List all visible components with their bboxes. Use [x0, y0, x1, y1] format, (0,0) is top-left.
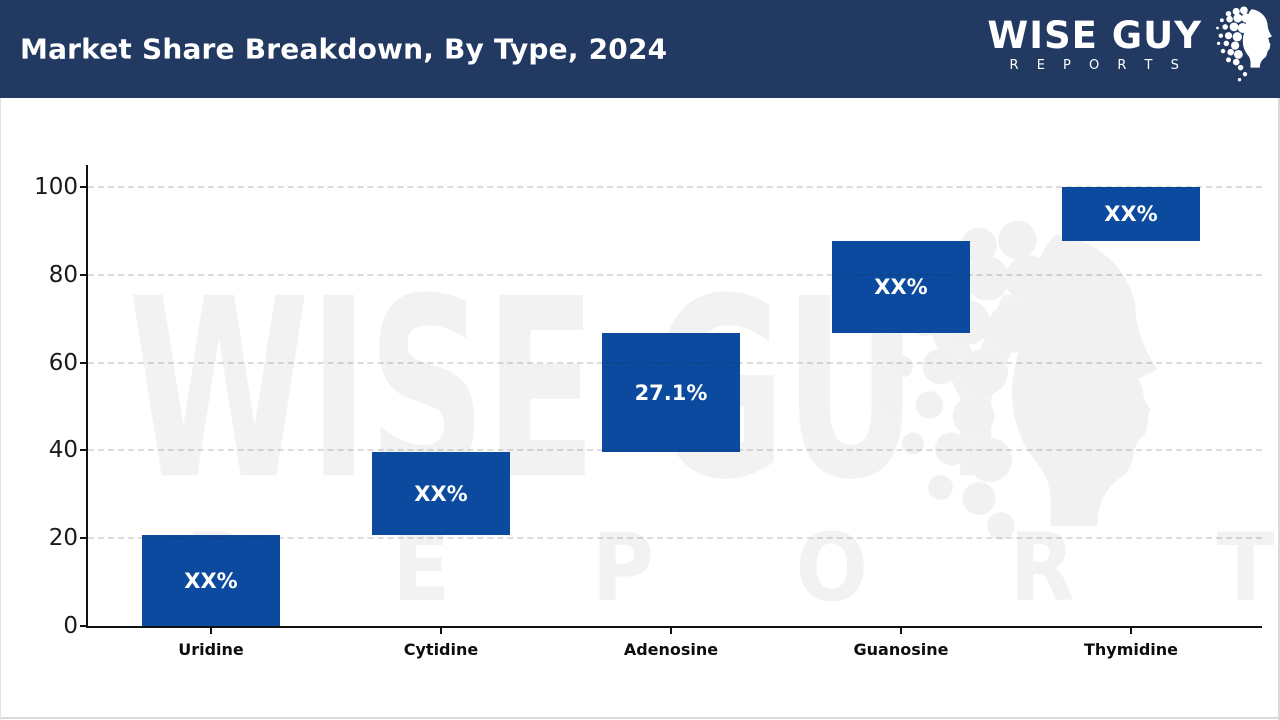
- head-profile-icon: [1216, 6, 1272, 82]
- bar-uridine: XX%: [142, 535, 280, 626]
- y-axis-tick-label: 40: [48, 437, 78, 464]
- y-axis-tick-label: 20: [48, 525, 78, 552]
- watermark-subtitle-text: R E P O R T S: [185, 514, 1280, 623]
- y-axis-tick-label: 0: [63, 613, 78, 639]
- y-axis-tickmark: [80, 273, 88, 276]
- y-axis-tickmark: [80, 186, 88, 188]
- left-hairline: [0, 98, 1, 720]
- brand-subtitle: R E P O R T S: [1009, 58, 1186, 73]
- bar-guanosine: XX%: [832, 240, 970, 334]
- x-axis-tickmark: [670, 626, 672, 634]
- y-axis-tick-label: 100: [34, 174, 78, 200]
- y-axis-tick-label: 80: [48, 261, 78, 288]
- x-axis-category-label: Cytidine: [403, 640, 479, 659]
- header-bar: Market Share Breakdown, By Type, 2024 WI…: [0, 0, 1280, 98]
- bar-thymidine: XX%: [1062, 187, 1200, 241]
- x-axis-tickmark: [210, 626, 212, 634]
- bar-cytidine: XX%: [372, 452, 510, 536]
- gridline-60: [88, 361, 1262, 364]
- bar-adenosine: 27.1%: [602, 333, 740, 453]
- x-axis-category-label: Guanosine: [853, 640, 949, 659]
- x-axis-tickmark: [1130, 626, 1132, 634]
- y-axis-line: [86, 165, 88, 628]
- y-axis-tickmark: [80, 361, 88, 364]
- y-axis-tickmark: [80, 449, 88, 452]
- watermark-head-profile: [878, 220, 1158, 540]
- y-axis-tick-label: 60: [48, 349, 78, 376]
- gridline-20: [88, 537, 1262, 540]
- x-axis-category-label: Adenosine: [623, 640, 719, 659]
- gridline-100: [88, 186, 1262, 188]
- x-axis-category-label: Thymidine: [1083, 640, 1179, 659]
- page-title: Market Share Breakdown, By Type, 2024: [20, 32, 668, 66]
- y-axis-tickmark: [80, 625, 88, 627]
- bar-value-label: XX%: [414, 481, 468, 506]
- bar-value-label: XX%: [874, 275, 928, 300]
- brand-name: WISE GUY: [987, 14, 1202, 57]
- x-axis-tickmark: [440, 626, 442, 634]
- y-axis-tickmark: [80, 537, 88, 540]
- brand-logo: WISE GUY R E P O R T S: [987, 0, 1280, 98]
- x-axis-category-label: Uridine: [178, 640, 244, 659]
- x-axis-tickmark: [900, 626, 902, 634]
- bar-value-label: XX%: [1104, 201, 1158, 226]
- brand-logo-text: WISE GUY R E P O R T S: [987, 14, 1202, 74]
- chart-area: 0 20 40 60 80 100 XX% Uridine XX% Cytidine 27.1% Ad…: [0, 98, 1280, 720]
- bottom-hairline: [0, 717, 1280, 719]
- x-axis-line: [86, 626, 1262, 628]
- bar-value-label: XX%: [184, 568, 238, 593]
- gridline-80: [88, 273, 1262, 276]
- right-hairline: [1278, 98, 1280, 720]
- gridline-40: [88, 449, 1262, 452]
- bar-value-label: 27.1%: [634, 380, 708, 405]
